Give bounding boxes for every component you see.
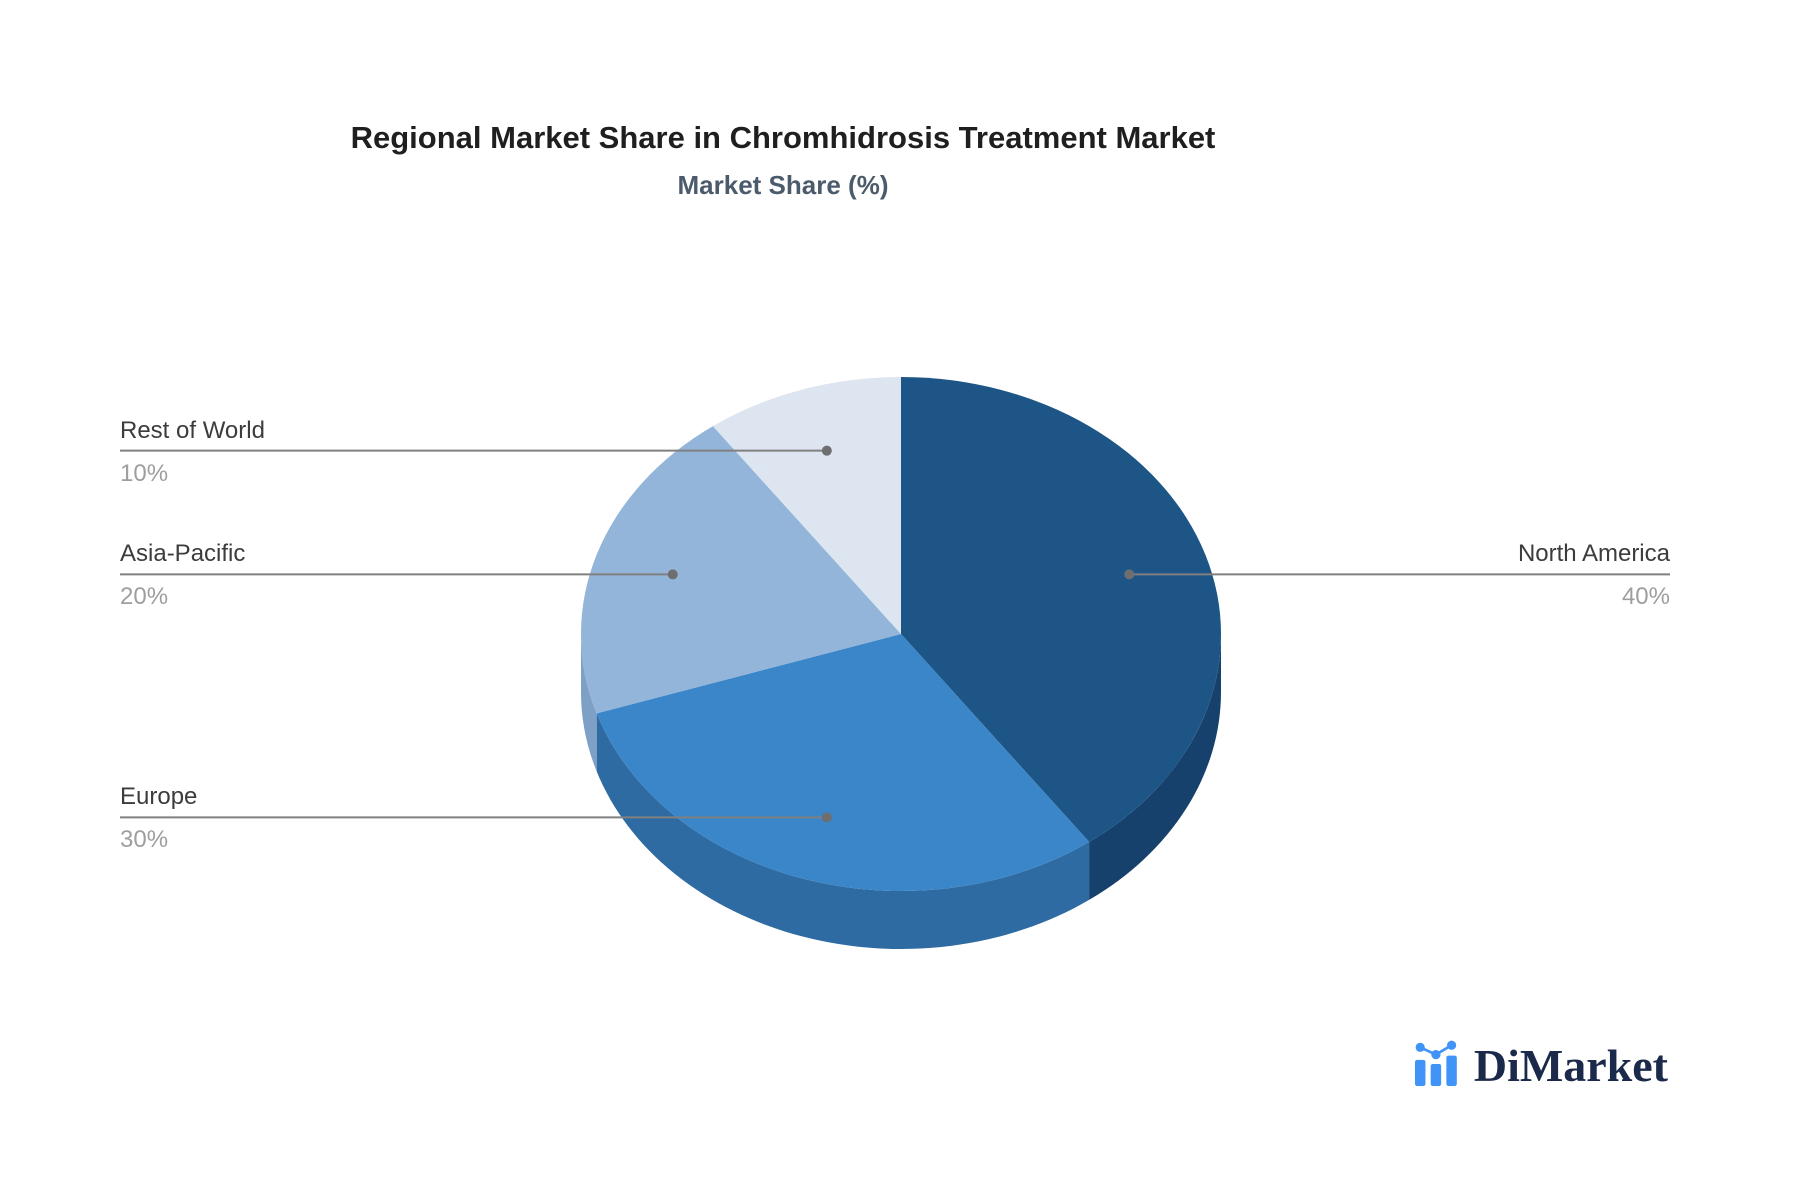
pie-slice-north-america: [901, 377, 1221, 842]
pie-slice-side-north-america: [1089, 634, 1221, 900]
slice-value-label: 40%: [1621, 583, 1670, 611]
logo-bar: [1414, 1059, 1426, 1086]
logo-dot: [1446, 1040, 1457, 1050]
slice-name-label: Rest of World: [120, 416, 265, 444]
brand-logo: DiMarket: [1414, 1040, 1668, 1091]
pie-slice-rest-of-world: [712, 377, 901, 634]
bar-line-chart-icon: [1414, 1040, 1457, 1086]
pie-slice-side-europe: [596, 713, 1090, 949]
logo-bar: [1446, 1055, 1457, 1086]
pie-slice-side-asia-pacific: [581, 634, 597, 772]
callout-dot: [821, 445, 832, 456]
chart-title: Regional Market Share in Chromhidrosis T…: [350, 120, 1216, 155]
slice-value-label: 30%: [120, 826, 169, 854]
callout-dot: [821, 812, 832, 823]
callout-dot: [667, 569, 678, 580]
slice-name-label: Asia-Pacific: [120, 540, 246, 568]
pie-slice-asia-pacific: [581, 426, 901, 714]
chart-subtitle: Market Share (%): [677, 170, 889, 200]
slice-name-label: Europe: [120, 783, 198, 811]
callout-dot: [1124, 569, 1135, 580]
pie-slice-europe: [596, 634, 1090, 892]
logo-bar: [1430, 1064, 1441, 1086]
logo-dot: [1415, 1042, 1425, 1052]
slice-value-label: 10%: [120, 459, 169, 487]
logo-dot: [1431, 1050, 1441, 1060]
slice-value-label: 20%: [120, 583, 169, 611]
brand-name: DiMarket: [1473, 1040, 1668, 1091]
slice-name-label: North America: [1517, 540, 1670, 568]
